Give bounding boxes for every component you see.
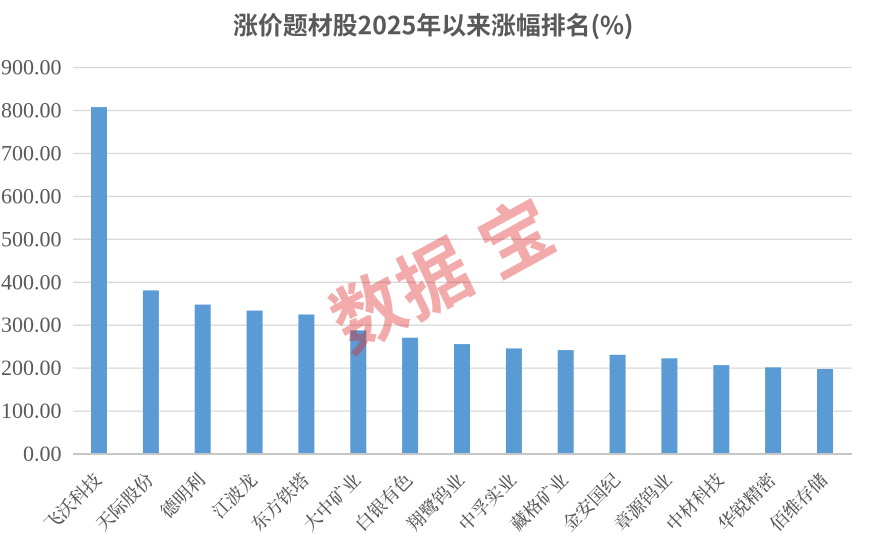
svg-text:100.00: 100.00: [1, 398, 62, 423]
svg-text:900.00: 900.00: [1, 55, 62, 80]
svg-text:500.00: 500.00: [1, 226, 62, 251]
svg-text:800.00: 800.00: [1, 98, 62, 123]
svg-text:300.00: 300.00: [1, 312, 62, 337]
svg-text:600.00: 600.00: [1, 183, 62, 208]
svg-text:200.00: 200.00: [1, 355, 62, 380]
svg-text:0.00: 0.00: [23, 441, 62, 466]
svg-text:400.00: 400.00: [1, 269, 62, 294]
svg-text:700.00: 700.00: [1, 141, 62, 166]
